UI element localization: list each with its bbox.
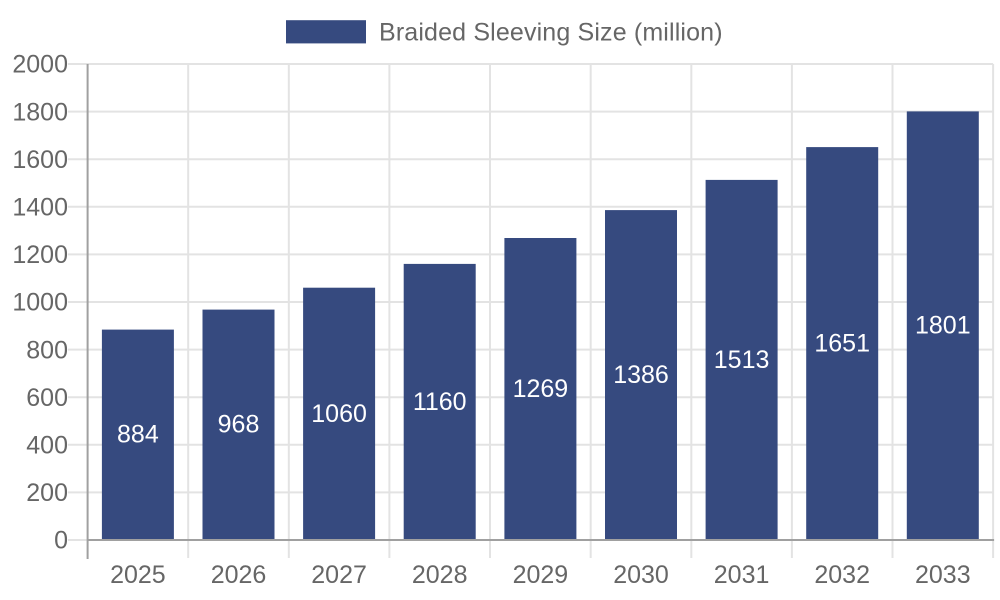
svg-text:1386: 1386: [613, 361, 669, 389]
svg-text:2025: 2025: [110, 561, 166, 589]
svg-text:1513: 1513: [714, 346, 770, 374]
svg-text:2029: 2029: [513, 561, 569, 589]
svg-text:2032: 2032: [814, 561, 870, 589]
svg-text:1200: 1200: [12, 241, 68, 269]
svg-text:1060: 1060: [311, 400, 367, 428]
svg-text:0: 0: [54, 527, 68, 555]
svg-text:1600: 1600: [12, 146, 68, 174]
svg-text:2028: 2028: [412, 561, 468, 589]
svg-text:2000: 2000: [12, 51, 68, 79]
svg-text:2027: 2027: [311, 561, 367, 589]
svg-text:2033: 2033: [915, 561, 971, 589]
svg-text:Braided Sleeving Size (million: Braided Sleeving Size (million): [379, 18, 723, 46]
svg-text:200: 200: [26, 479, 68, 507]
svg-text:1400: 1400: [12, 194, 68, 222]
svg-text:2030: 2030: [613, 561, 669, 589]
svg-text:1801: 1801: [915, 312, 971, 340]
svg-text:400: 400: [26, 432, 68, 460]
svg-text:1269: 1269: [513, 375, 569, 403]
svg-text:1160: 1160: [413, 388, 467, 416]
svg-text:800: 800: [26, 336, 68, 364]
svg-text:968: 968: [218, 411, 260, 439]
svg-text:2031: 2031: [714, 561, 770, 589]
svg-text:600: 600: [26, 384, 68, 412]
svg-text:1651: 1651: [814, 329, 870, 357]
svg-text:884: 884: [117, 421, 159, 449]
svg-text:1000: 1000: [12, 289, 68, 317]
svg-text:1800: 1800: [12, 98, 68, 126]
svg-text:2026: 2026: [211, 561, 267, 589]
